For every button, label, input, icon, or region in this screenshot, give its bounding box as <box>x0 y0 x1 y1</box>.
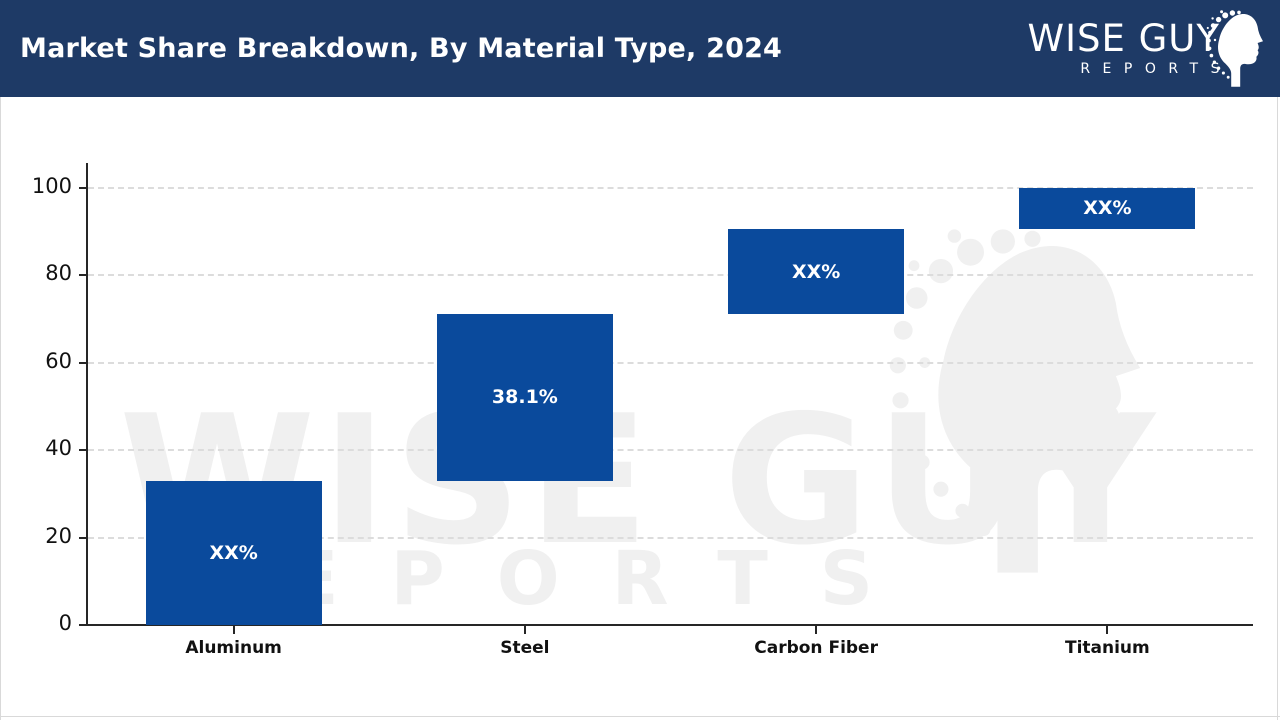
chart-title: Market Share Breakdown, By Material Type… <box>20 33 783 64</box>
bar-value-label: XX% <box>1083 197 1132 220</box>
header-bar: Market Share Breakdown, By Material Type… <box>0 0 1280 97</box>
y-tick-label: 100 <box>31 173 72 198</box>
gridline <box>88 536 1253 539</box>
gridline <box>88 274 1253 276</box>
logo-subtext: REPORTS <box>1080 61 1232 77</box>
y-axis-line <box>86 163 88 626</box>
x-tick-label: Carbon Fiber <box>754 638 878 658</box>
x-tick-mark <box>232 626 235 634</box>
y-tick-mark <box>79 274 88 276</box>
logo-text: WISE GUY REPORTS <box>1028 20 1220 77</box>
x-tick-label: Aluminum <box>185 638 282 658</box>
logo-wordmark: WISE GUY <box>1027 17 1220 60</box>
bar-titanium: XX% <box>1019 187 1196 230</box>
x-axis-line <box>86 624 1253 626</box>
gridline <box>88 449 1253 451</box>
y-tick-mark <box>79 624 88 626</box>
bar-steel: 38.1% <box>436 313 613 481</box>
x-tick-label: Titanium <box>1064 638 1150 658</box>
bar-value-label: XX% <box>209 541 258 564</box>
y-tick-label: 20 <box>45 523 72 548</box>
x-tick-mark <box>523 626 526 634</box>
bar-value-label: 38.1% <box>491 386 558 409</box>
wise-guy-logo: WISE GUY REPORTS <box>1028 9 1266 88</box>
x-tick-mark <box>815 626 818 634</box>
y-tick-label: 0 <box>58 611 72 635</box>
y-tick-mark <box>79 449 88 451</box>
y-tick-label: 60 <box>45 348 72 373</box>
bar-carbon-fiber: XX% <box>728 229 905 314</box>
page-bottom-divider <box>0 716 1280 717</box>
bar-aluminum: XX% <box>145 480 322 625</box>
x-tick-label: Steel <box>500 638 550 658</box>
y-tick-label: 80 <box>45 261 72 285</box>
y-tick-label: 40 <box>45 436 72 460</box>
gridline <box>88 361 1253 364</box>
y-tick-mark <box>79 536 88 539</box>
y-tick-mark <box>79 361 88 364</box>
y-tick-mark <box>79 186 88 189</box>
x-tick-mark <box>1106 626 1109 634</box>
gridline <box>88 186 1253 189</box>
bar-value-label: XX% <box>791 260 841 283</box>
